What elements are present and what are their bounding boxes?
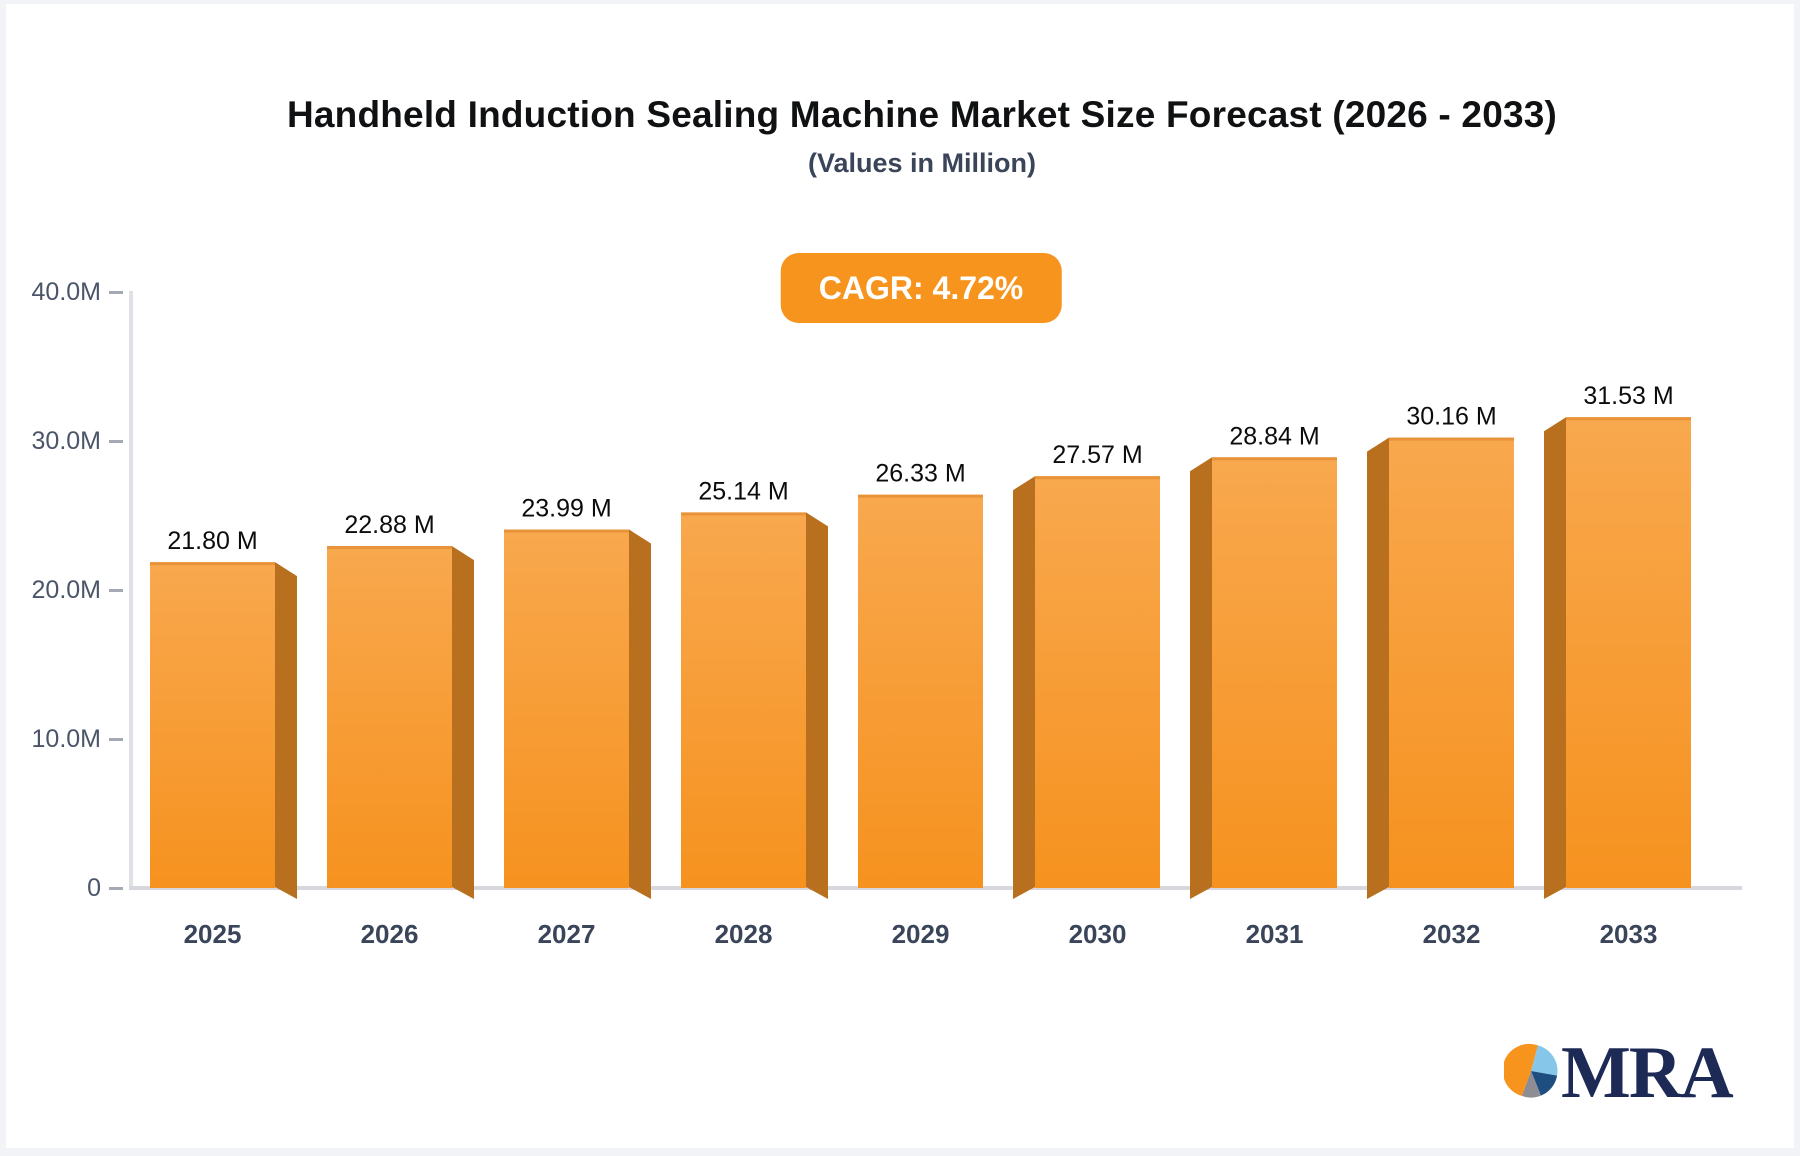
mra-logo: MRA xyxy=(1504,1032,1734,1114)
chart-title: Handheld Induction Sealing Machine Marke… xyxy=(286,94,1558,135)
chart-subtitle: (Values in Million) xyxy=(807,148,1037,178)
mra-pie-logo-icon xyxy=(1504,1044,1558,1098)
cagr-badge: CAGR: 4.72% xyxy=(780,253,1062,323)
mra-logo-text: MRA xyxy=(1561,1032,1734,1114)
